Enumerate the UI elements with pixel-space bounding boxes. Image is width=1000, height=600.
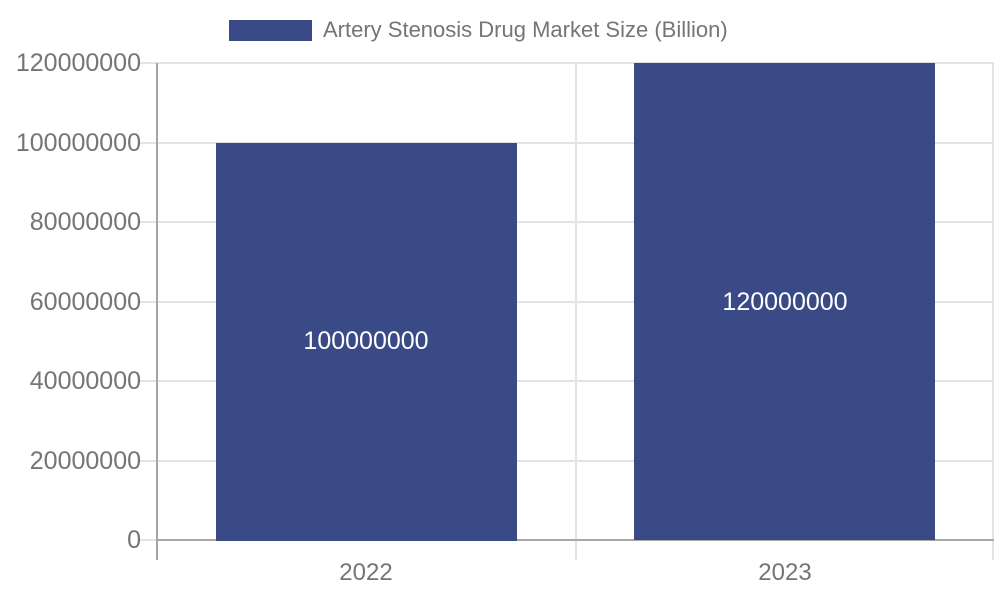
legend-label: Artery Stenosis Drug Market Size (Billio… [323, 17, 728, 42]
x-axis-label: 2023 [758, 559, 812, 586]
y-tick-label: 0 [127, 526, 141, 554]
y-tick-label: 80000000 [29, 208, 141, 236]
y-tick-label: 40000000 [29, 367, 141, 395]
h-gridline [140, 380, 994, 382]
bar-2023[interactable] [634, 63, 935, 540]
h-gridline [140, 62, 994, 64]
bar-value-label: 120000000 [722, 288, 848, 316]
x-axis-label: 2022 [339, 559, 393, 586]
y-tick-label: 20000000 [29, 447, 141, 475]
v-gridline [575, 63, 577, 560]
h-gridline [140, 301, 994, 303]
legend-swatch-icon [229, 19, 312, 41]
v-gridline [992, 63, 994, 560]
h-gridline [140, 460, 994, 462]
y-tick-label: 60000000 [29, 288, 141, 316]
y-tick-label: 100000000 [15, 129, 141, 157]
x-axis-line [157, 539, 994, 541]
bar-value-label: 100000000 [303, 327, 429, 355]
bar-2022[interactable] [216, 143, 517, 541]
y-axis-line [156, 63, 158, 560]
legend[interactable]: Artery Stenosis Drug Market Size (Billio… [229, 17, 728, 43]
y-tick-label: 120000000 [15, 49, 141, 77]
h-gridline [140, 142, 994, 144]
h-gridline [140, 221, 994, 223]
